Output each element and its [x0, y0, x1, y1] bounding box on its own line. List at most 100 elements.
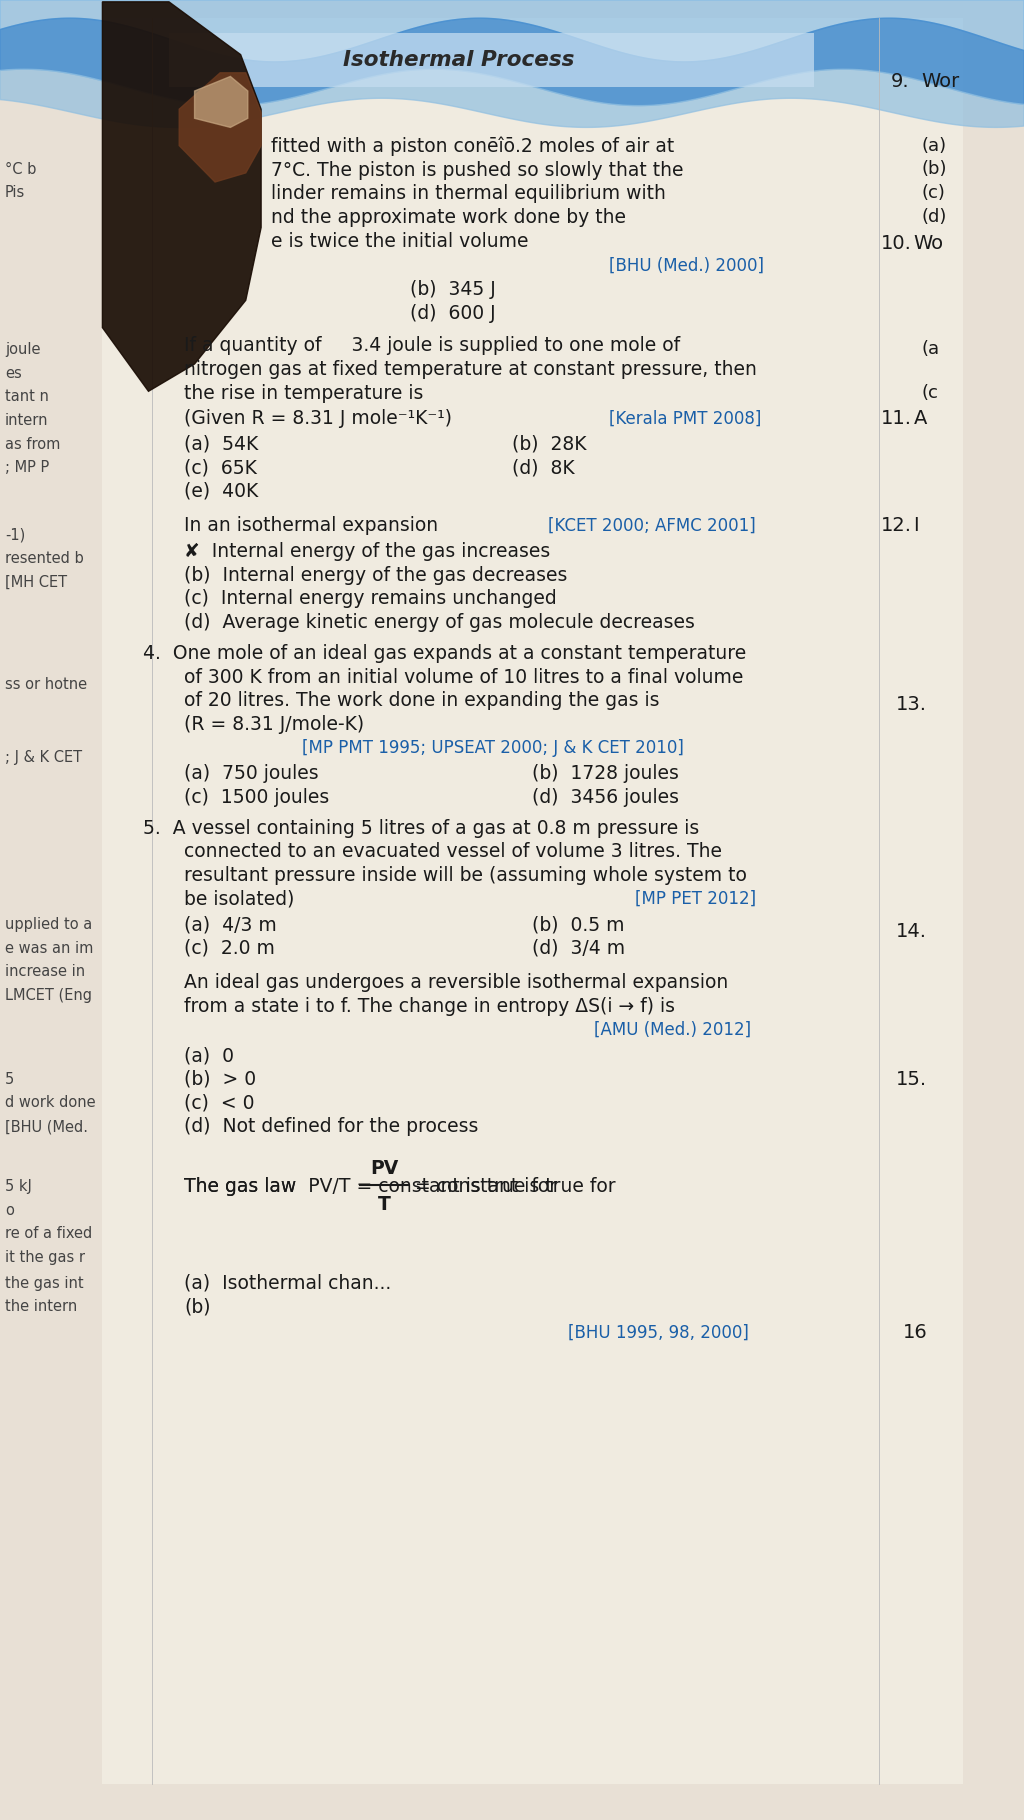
Text: I: I [913, 517, 919, 535]
Text: (Given R = 8.31 J mole⁻¹K⁻¹): (Given R = 8.31 J mole⁻¹K⁻¹) [184, 410, 453, 428]
Text: (e)  40K: (e) 40K [184, 482, 259, 500]
Text: °C b: °C b [5, 162, 37, 177]
Text: (c)  Internal energy remains unchanged: (c) Internal energy remains unchanged [184, 590, 557, 608]
Polygon shape [102, 2, 261, 391]
Text: 5: 5 [5, 1072, 14, 1087]
Text: ; J & K CET: ; J & K CET [5, 750, 82, 764]
Text: es: es [5, 366, 22, 380]
Polygon shape [179, 73, 261, 182]
Text: (b)  0.5 m: (b) 0.5 m [532, 915, 625, 934]
Text: be isolated): be isolated) [184, 890, 295, 908]
Text: d work done: d work done [5, 1096, 96, 1110]
Text: PV: PV [370, 1159, 398, 1178]
Text: ss or hotne: ss or hotne [5, 677, 87, 692]
Text: (c: (c [922, 384, 938, 402]
Text: (b)  Internal energy of the gas decreases: (b) Internal energy of the gas decreases [184, 566, 567, 584]
Text: (d)  3/4 m: (d) 3/4 m [532, 939, 626, 957]
Text: -1): -1) [5, 528, 26, 542]
Text: 15.: 15. [896, 1070, 927, 1088]
Text: (a: (a [922, 340, 940, 359]
Text: the gas int: the gas int [5, 1276, 84, 1290]
Text: (b)  28K: (b) 28K [512, 435, 587, 453]
Text: 11.: 11. [881, 410, 911, 428]
Text: Wo: Wo [913, 235, 943, 253]
Text: (d)  Not defined for the process: (d) Not defined for the process [184, 1117, 478, 1136]
Text: If a quantity of     3.4 joule is supplied to one mole of: If a quantity of 3.4 joule is supplied t… [184, 337, 680, 355]
Text: (d)  600 J: (d) 600 J [410, 304, 496, 322]
Text: the intern: the intern [5, 1299, 78, 1314]
Text: ; MP P: ; MP P [5, 460, 49, 475]
Text: 4.  One mole of an ideal gas expands at a constant temperature: 4. One mole of an ideal gas expands at a… [143, 644, 746, 662]
Text: ✘  Internal energy of the gas increases: ✘ Internal energy of the gas increases [184, 542, 551, 561]
Text: (a): (a) [922, 136, 947, 155]
Text: of 20 litres. The work done in expanding the gas is: of 20 litres. The work done in expanding… [184, 692, 659, 710]
Text: [AMU (Med.) 2012]: [AMU (Med.) 2012] [594, 1021, 751, 1039]
Text: A: A [913, 410, 927, 428]
Text: Wor: Wor [922, 73, 959, 91]
Text: (b): (b) [184, 1298, 211, 1316]
Text: nitrogen gas at fixed temperature at constant pressure, then: nitrogen gas at fixed temperature at con… [184, 360, 757, 379]
Text: T: T [378, 1196, 390, 1214]
Text: 9.: 9. [891, 73, 909, 91]
Text: (d)  Average kinetic energy of gas molecule decreases: (d) Average kinetic energy of gas molecu… [184, 613, 695, 632]
Text: 16: 16 [903, 1323, 928, 1341]
Text: tant n: tant n [5, 389, 49, 404]
Text: (a)  4/3 m: (a) 4/3 m [184, 915, 278, 934]
Text: increase in: increase in [5, 965, 85, 979]
Text: (c)  2.0 m: (c) 2.0 m [184, 939, 275, 957]
Text: (d)  8K: (d) 8K [512, 459, 574, 477]
Text: In an isothermal expansion: In an isothermal expansion [184, 517, 438, 535]
Text: upplied to a: upplied to a [5, 917, 92, 932]
Text: [MP PMT 1995; UPSEAT 2000; J & K CET 2010]: [MP PMT 1995; UPSEAT 2000; J & K CET 201… [302, 739, 684, 757]
Text: as from: as from [5, 437, 60, 451]
Text: e is twice the initial volume: e is twice the initial volume [271, 231, 528, 251]
Text: Isothermal Process: Isothermal Process [343, 51, 574, 69]
Text: 14.: 14. [896, 923, 927, 941]
Text: of 300 K from an initial volume of 10 litres to a final volume: of 300 K from an initial volume of 10 li… [184, 668, 743, 686]
Text: [MH CET: [MH CET [5, 575, 68, 590]
Text: 7°C. The piston is pushed so slowly that the: 7°C. The piston is pushed so slowly that… [271, 160, 684, 180]
Text: joule: joule [5, 342, 41, 357]
Text: intern: intern [5, 413, 48, 428]
Text: (b)  1728 joules: (b) 1728 joules [532, 764, 679, 783]
Text: (b)  > 0: (b) > 0 [184, 1070, 256, 1088]
Text: The gas law  PV/T = constant is true for: The gas law PV/T = constant is true for [184, 1178, 557, 1196]
Text: resultant pressure inside will be (assuming whole system to: resultant pressure inside will be (assum… [184, 866, 748, 885]
Text: 10.: 10. [881, 235, 911, 253]
Text: (b): (b) [922, 160, 947, 178]
Text: (b)  345 J: (b) 345 J [410, 280, 496, 298]
Text: 12.: 12. [881, 517, 911, 535]
Text: (a)  54K: (a) 54K [184, 435, 259, 453]
Text: it the gas r: it the gas r [5, 1250, 85, 1265]
Text: (R = 8.31 J/mole-K): (R = 8.31 J/mole-K) [184, 715, 365, 733]
Text: from a state i to f. The change in entropy ΔS(i → f) is: from a state i to f. The change in entro… [184, 997, 675, 1016]
Text: (a)  750 joules: (a) 750 joules [184, 764, 318, 783]
Text: connected to an evacuated vessel of volume 3 litres. The: connected to an evacuated vessel of volu… [184, 843, 722, 861]
Text: linder remains in thermal equilibrium with: linder remains in thermal equilibrium wi… [271, 184, 667, 204]
Text: nd the approximate work done by the: nd the approximate work done by the [271, 207, 627, 228]
Text: [MP PET 2012]: [MP PET 2012] [635, 890, 756, 908]
Text: 5.  A vessel containing 5 litres of a gas at 0.8 m pressure is: 5. A vessel containing 5 litres of a gas… [143, 819, 699, 837]
Text: [Kerala PMT 2008]: [Kerala PMT 2008] [609, 410, 762, 428]
Text: (d): (d) [922, 207, 947, 226]
Text: fitted with a piston conēîō.2 moles of air at: fitted with a piston conēîō.2 moles of a… [271, 136, 675, 157]
Text: LMCET (Eng: LMCET (Eng [5, 988, 92, 1003]
Text: resented b: resented b [5, 551, 84, 566]
Text: (c): (c) [922, 184, 945, 202]
FancyBboxPatch shape [169, 33, 814, 87]
Polygon shape [195, 76, 248, 127]
Text: (c)  < 0: (c) < 0 [184, 1094, 255, 1112]
Text: the rise in temperature is: the rise in temperature is [184, 384, 424, 402]
Text: [BHU (Med.) 2000]: [BHU (Med.) 2000] [609, 257, 764, 275]
Text: An ideal gas undergoes a reversible isothermal expansion: An ideal gas undergoes a reversible isot… [184, 974, 728, 992]
Text: o: o [5, 1203, 14, 1218]
Text: 13.: 13. [896, 695, 927, 713]
FancyBboxPatch shape [102, 18, 963, 1784]
Text: = constant is true for: = constant is true for [415, 1178, 615, 1196]
Text: [BHU (Med.: [BHU (Med. [5, 1119, 88, 1134]
Text: Pis: Pis [5, 186, 26, 200]
Text: [BHU 1995, 98, 2000]: [BHU 1995, 98, 2000] [568, 1323, 750, 1341]
Text: e was an im: e was an im [5, 941, 93, 956]
Text: re of a fixed: re of a fixed [5, 1227, 92, 1241]
Text: (d)  3456 joules: (d) 3456 joules [532, 788, 680, 806]
